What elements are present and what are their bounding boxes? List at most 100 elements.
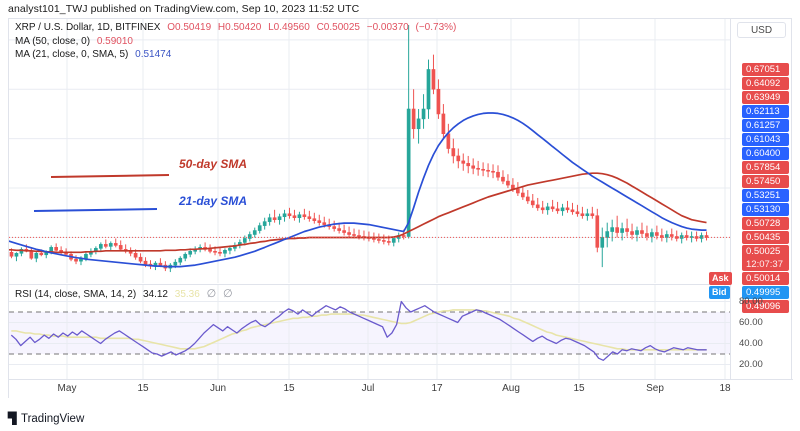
candle-body: [610, 227, 615, 232]
candle-body: [74, 258, 78, 262]
candle-body: [481, 168, 485, 171]
candle-body: [118, 245, 123, 250]
candle-body: [39, 252, 44, 256]
price-axis-label[interactable]: 0.57854: [742, 161, 789, 174]
candle-body: [208, 249, 212, 252]
footer-branding: ▜ TradingView: [8, 412, 84, 426]
ma21-line: [9, 112, 707, 268]
bid-price-label[interactable]: 0.49995: [742, 286, 789, 299]
price-axis-label[interactable]: 0.53130: [742, 203, 789, 216]
candle-body: [113, 243, 118, 246]
current-price-label[interactable]: 0.50025 12:07:37: [742, 245, 789, 271]
legend-open: O0.50419: [167, 22, 212, 33]
price-axis-label[interactable]: 0.60400: [742, 147, 789, 160]
annotation-sma21: 21-day SMA: [179, 194, 248, 208]
candle-body: [411, 108, 416, 130]
price-axis[interactable]: USD 0.67051 0.64092 0.63949 0.62113 0.61257 0…: [709, 19, 791, 379]
candle-body: [625, 228, 629, 232]
candle-body: [297, 214, 302, 219]
price-axis-label[interactable]: 0.50435: [742, 231, 789, 244]
candle-body: [277, 216, 282, 220]
legend-close: C0.50025: [316, 22, 360, 33]
bid-tag: Bid: [709, 286, 730, 299]
candle-body: [103, 244, 108, 247]
time-axis-label: Aug: [502, 383, 520, 394]
rsi-legend-label[interactable]: RSI (14, close, SMA, 14, 2): [15, 289, 137, 300]
candle-body: [545, 206, 550, 211]
candle-body: [228, 248, 232, 251]
chart-frame: XRP / U.S. Dollar, 1D, BITFINEX O0.50419…: [8, 18, 793, 398]
legend-ma21-label: MA (21, close, 0, SMA, 5): [15, 49, 129, 60]
legend-high: H0.50420: [217, 22, 262, 33]
candle-body: [173, 261, 178, 266]
candle-body: [640, 230, 644, 234]
price-axis-label[interactable]: 0.57450: [742, 175, 789, 188]
price-axis-label[interactable]: 0.53251: [742, 189, 789, 202]
price-axis-label[interactable]: 0.50728: [742, 217, 789, 230]
candle-body: [426, 69, 431, 110]
candle-body: [143, 260, 148, 265]
candle-body: [84, 253, 88, 259]
rsi-pane[interactable]: RSI (14, close, SMA, 14, 2) 34.12 35.36 …: [9, 284, 731, 379]
candle-body: [138, 256, 143, 262]
candle-body: [590, 213, 595, 217]
candle-body: [9, 251, 14, 257]
candle-body: [496, 171, 500, 178]
ask-price-label[interactable]: 0.50014: [742, 272, 789, 285]
price-axis-label[interactable]: 0.64092: [742, 77, 789, 90]
candle-body: [292, 215, 297, 219]
rsi-sma-line: [11, 309, 707, 351]
time-axis[interactable]: May 15 Jun 15 Jul 17 Aug 15 Sep 18: [9, 379, 793, 398]
candle-body: [669, 234, 674, 237]
price-axis-label[interactable]: 0.61257: [742, 119, 789, 132]
legend-ma21-value: 0.51474: [135, 49, 172, 60]
candle-body: [317, 220, 322, 223]
candle-body: [183, 253, 188, 259]
candle-body: [357, 235, 361, 237]
rsi-axis-label: 20.00: [739, 358, 763, 370]
legend-low: L0.49560: [268, 22, 310, 33]
candle-body: [337, 228, 341, 231]
time-axis-label: Jun: [209, 383, 227, 394]
annotation-sma21-sample-line: [33, 208, 158, 212]
candle-body: [525, 196, 530, 202]
candle-body: [302, 214, 307, 218]
candle-body: [441, 113, 446, 135]
current-price-value: 0.50025: [746, 246, 781, 257]
candle-body: [565, 207, 570, 211]
candle-body: [699, 235, 704, 239]
legend-ma50-row[interactable]: MA (50, close, 0) 0.59010: [15, 35, 456, 49]
candle-body: [188, 251, 193, 255]
candle-body: [421, 108, 426, 120]
candle-body: [704, 235, 709, 238]
current-price-countdown: 12:07:37: [746, 259, 783, 270]
rsi-axis-label: 40.00: [739, 337, 763, 349]
candle-body: [133, 252, 138, 258]
legend-symbol[interactable]: XRP / U.S. Dollar, 1D, BITFINEX: [15, 22, 161, 33]
candle-body: [635, 230, 639, 235]
candle-body: [600, 237, 605, 248]
legend-ma21-row[interactable]: MA (21, close, 0, SMA, 5) 0.51474: [15, 48, 456, 62]
price-pane[interactable]: XRP / U.S. Dollar, 1D, BITFINEX O0.50419…: [9, 19, 731, 283]
candle-body: [347, 232, 351, 235]
currency-badge[interactable]: USD: [737, 22, 786, 38]
candle-body: [595, 215, 600, 248]
price-axis-label[interactable]: 0.63949: [742, 91, 789, 104]
time-axis-label: May: [57, 383, 77, 394]
candle-body: [218, 251, 222, 254]
low-price-label[interactable]: 0.49096: [742, 300, 789, 313]
candle-body: [352, 234, 356, 236]
price-axis-label[interactable]: 0.62113: [742, 105, 789, 118]
candle-body: [516, 188, 520, 194]
candle-body: [257, 225, 262, 231]
time-axis-label: 15: [283, 383, 295, 394]
price-axis-label[interactable]: 0.67051: [742, 63, 789, 76]
annotation-sma50: 50-day SMA: [179, 157, 248, 171]
candle-body: [406, 108, 411, 237]
candle-body: [272, 217, 277, 220]
candle-body: [34, 252, 39, 259]
candle-body: [247, 234, 252, 239]
candle-body: [476, 167, 480, 170]
price-axis-label[interactable]: 0.61043: [742, 133, 789, 146]
time-axis-label: 15: [573, 383, 585, 394]
